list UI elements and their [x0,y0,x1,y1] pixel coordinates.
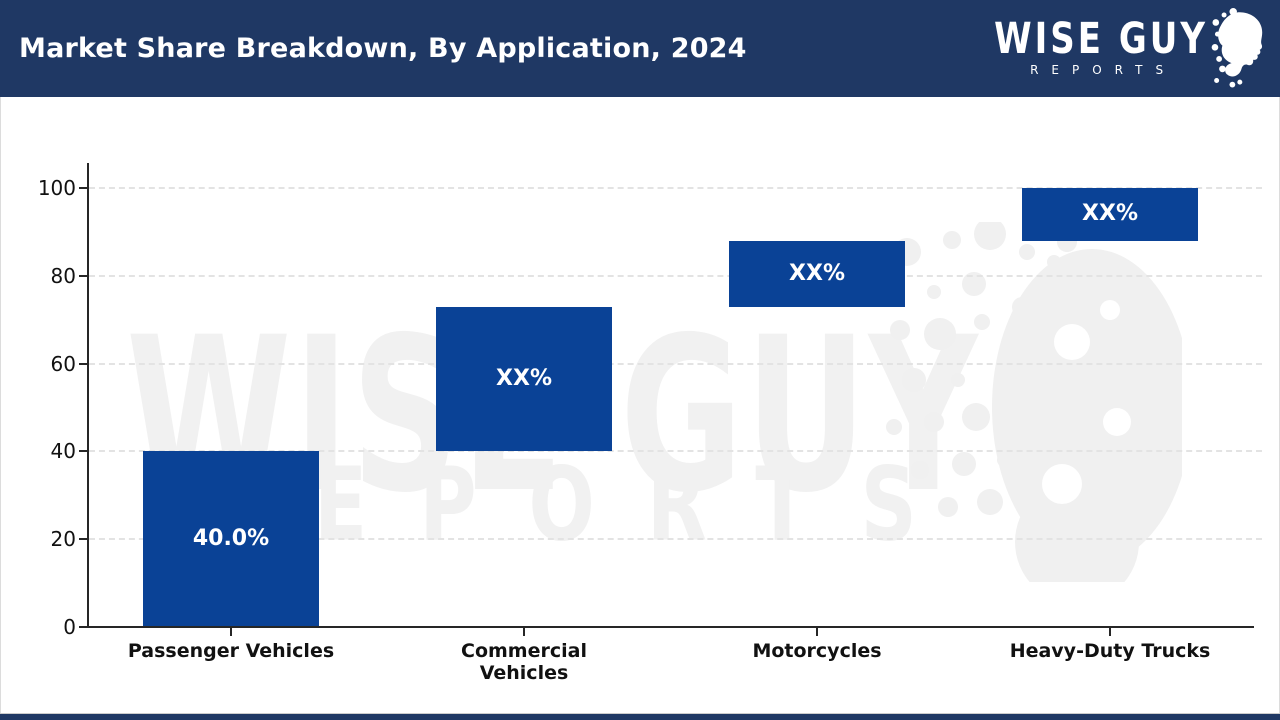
y-tick-label: 80 [50,263,76,288]
bar-label: XX% [789,260,845,286]
x-tick-label: Passenger Vehicles [127,640,335,662]
watermark-subtitle: REPORTS [202,447,969,564]
x-tick [523,627,525,636]
bar-label: XX% [496,365,552,391]
logo-text: WISE GUY REPORTS [994,17,1208,77]
bar-label: 40.0% [192,526,270,552]
footer-bar [0,714,1280,720]
gridline [89,274,1262,277]
logo-head-icon [1211,7,1263,88]
bar [436,306,612,452]
logo-wordmark: WISE GUY [994,13,1208,64]
logo-subtitle: REPORTS [1030,62,1177,77]
x-tick-label: Commercial Vehicles [461,640,587,685]
y-tick-label: 60 [50,351,76,376]
bar [143,451,319,627]
y-tick [79,187,87,189]
gridline [89,187,1262,189]
watermark-head-icon [886,222,1182,582]
wiseguy-logo: WISE GUY REPORTS [994,7,1268,91]
x-tick-label: Heavy-Duty Trucks [1009,640,1211,662]
header: Market Share Breakdown, By Application, … [0,0,1280,97]
y-tick [79,450,87,453]
gridline [89,362,1262,365]
y-tick [79,362,87,365]
y-tick [79,626,87,628]
y-tick-label: 40 [50,439,76,464]
y-tick-label: 0 [63,615,76,639]
x-tick [816,627,818,636]
y-tick-label: 100 [37,176,76,200]
gridline [89,450,1262,453]
x-tick [230,627,232,636]
y-tick [79,538,87,541]
y-tick-label: 20 [50,527,76,552]
bar [1022,188,1198,241]
page-title: Market Share Breakdown, By Application, … [19,33,747,64]
footer-divider [0,713,1280,714]
bar [729,240,905,307]
gridline [89,538,1262,541]
bar-label: XX% [1082,201,1138,227]
y-axis-line [87,163,89,628]
x-tick [1109,627,1111,636]
x-tick-label: Motorcycles [752,640,882,662]
x-axis-line [87,626,1254,628]
y-tick [79,274,87,277]
left-border [0,97,1,713]
